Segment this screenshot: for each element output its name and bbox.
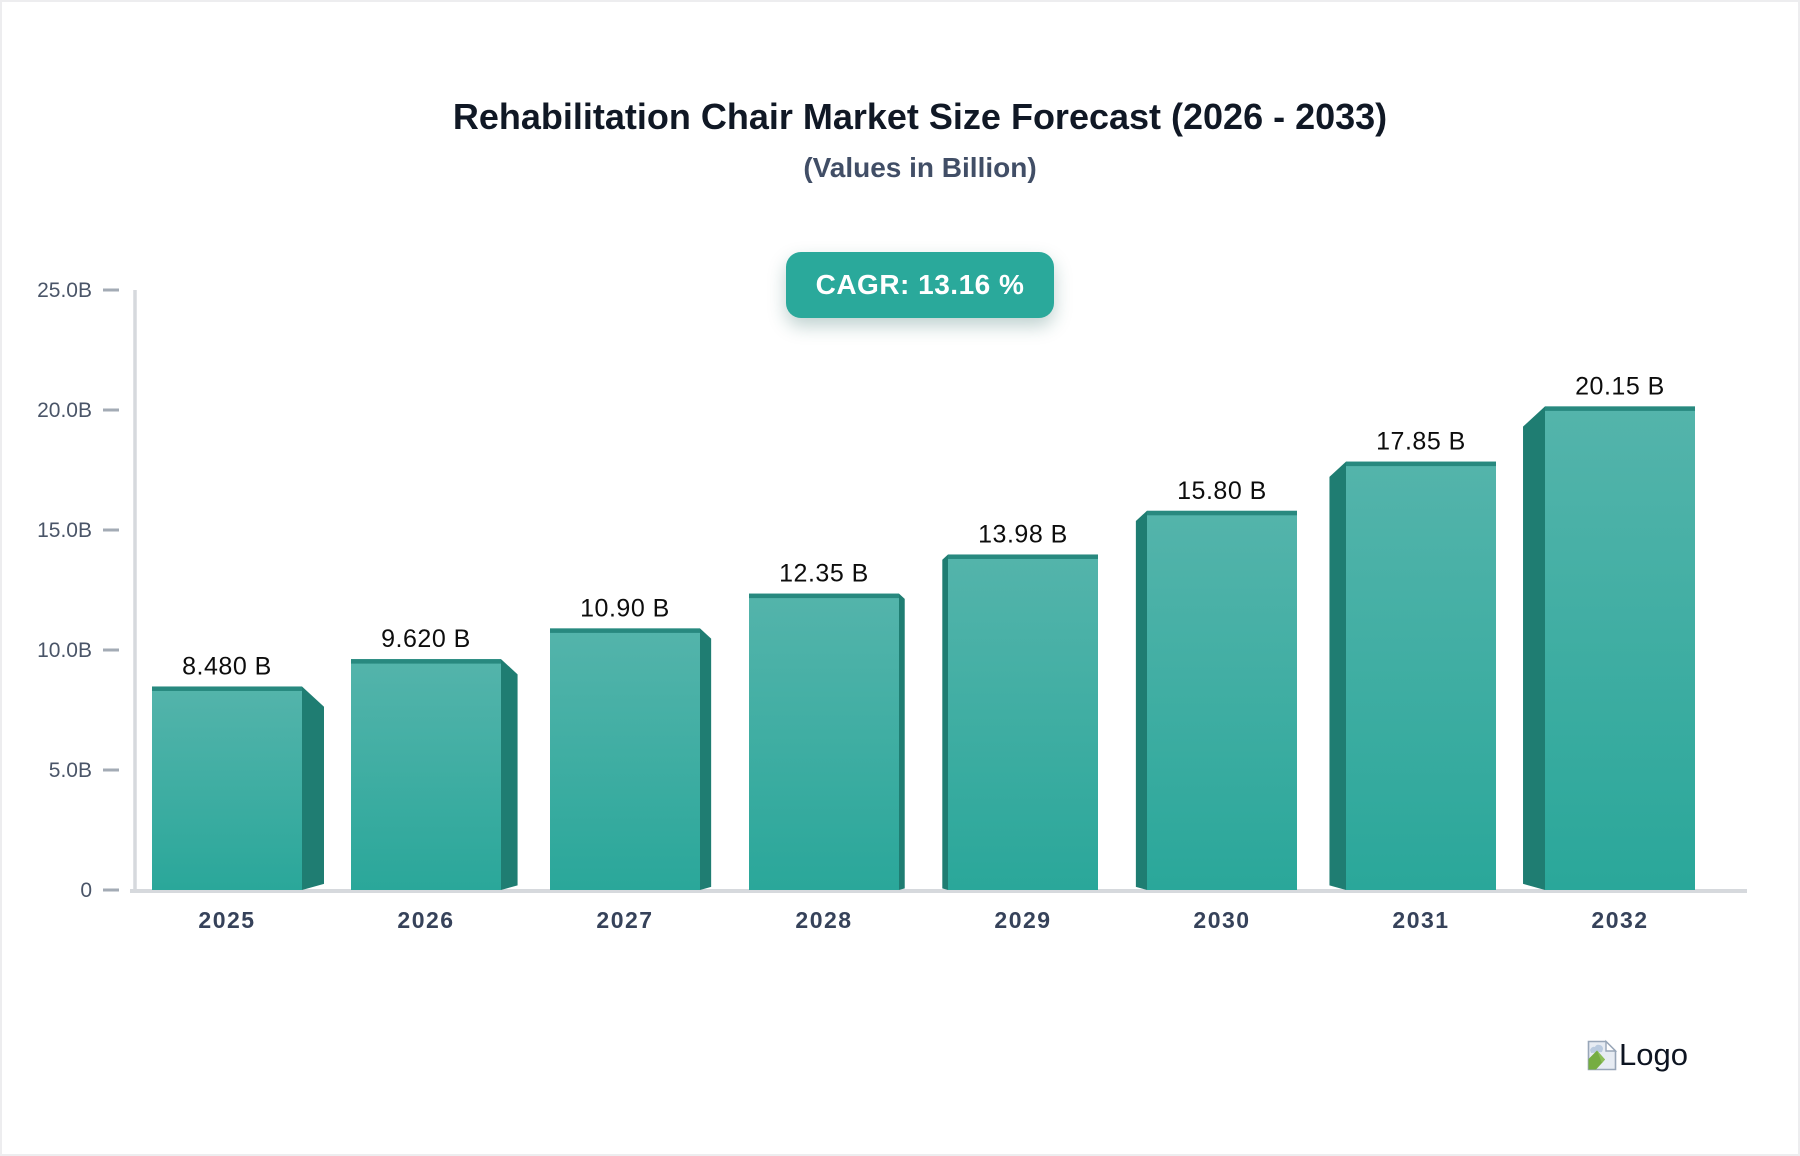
broken-image-icon: [1587, 1039, 1618, 1071]
bar-group-2027: 10.90 B 2027: [550, 594, 712, 933]
bar-side-2027: [700, 628, 712, 890]
y-tick-label-1: 5.0B: [49, 759, 92, 782]
bar-side-2025: [302, 686, 324, 890]
y-tick-label-0: 0: [80, 879, 92, 902]
bar-front-2028: [749, 593, 899, 890]
bar-group-2025: 8.480 B 2025: [152, 652, 324, 933]
x-label-2026: 2026: [397, 907, 454, 933]
x-label-2032: 2032: [1591, 907, 1648, 933]
x-label-2025: 2025: [198, 907, 255, 933]
bar-side-2032: [1523, 406, 1545, 890]
value-label-2027: 10.90 B: [580, 594, 670, 622]
bar-top-edge-2029: [948, 554, 1098, 559]
bar-front-2031: [1346, 461, 1496, 890]
bar-top-edge-2025: [152, 686, 302, 691]
y-tick-label-2: 10.0B: [37, 639, 92, 662]
bar-group-2026: 9.620 B 2026: [351, 625, 518, 933]
x-label-2028: 2028: [795, 907, 852, 933]
bar-side-2030: [1135, 510, 1147, 890]
y-tick-label-5: 25.0B: [37, 279, 92, 302]
x-label-2029: 2029: [994, 907, 1051, 933]
bar-top-edge-2032: [1545, 406, 1695, 411]
bar-group-2028: 12.35 B 2028: [749, 560, 905, 933]
y-tick-label-3: 15.0B: [37, 519, 92, 542]
x-label-2027: 2027: [596, 907, 653, 933]
logo-watermark: Logo: [1586, 1038, 1688, 1072]
x-label-2030: 2030: [1193, 907, 1250, 933]
bar-front-2029: [948, 554, 1098, 890]
bar-top-edge-2030: [1147, 510, 1297, 516]
bar-front-2025: [152, 686, 302, 890]
value-label-2028: 12.35 B: [779, 560, 869, 588]
bar-top-edge-2027: [550, 628, 700, 633]
bar-top-edge-2026: [351, 659, 501, 664]
bar-group-2032: 20.15 B 2032: [1523, 372, 1695, 933]
bar-front-2026: [351, 659, 501, 890]
bar-top-edge-2028: [749, 593, 899, 599]
y-tick-label-4: 20.0B: [37, 399, 92, 422]
value-label-2029: 13.98 B: [978, 520, 1068, 548]
bar-front-2027: [550, 628, 700, 890]
cagr-badge: CAGR: 13.16 %: [785, 252, 1055, 318]
bar-side-2028: [899, 593, 905, 890]
chart-title: Rehabilitation Chair Market Size Forecas…: [452, 96, 1388, 137]
bar-group-2030: 15.80 B 2030: [1135, 477, 1297, 933]
bar-top-edge-2031: [1346, 461, 1496, 467]
x-label-2031: 2031: [1392, 907, 1449, 933]
bar-side-2029: [942, 554, 948, 890]
bar-group-2029: 13.98 B 2029: [942, 520, 1098, 933]
chart-subtitle: (Values in Billion): [803, 152, 1037, 183]
value-label-2026: 9.620 B: [381, 625, 471, 653]
bar-side-2031: [1329, 461, 1346, 890]
bar-front-2032: [1545, 406, 1695, 890]
logo-alt-text: Logo: [1619, 1037, 1688, 1072]
bar-front-2030: [1147, 510, 1297, 890]
value-label-2032: 20.15 B: [1575, 372, 1665, 400]
value-label-2030: 15.80 B: [1177, 477, 1267, 505]
cagr-badge-row: CAGR: 13.16 %: [42, 252, 1798, 318]
value-label-2025: 8.480 B: [182, 652, 272, 680]
value-label-2031: 17.85 B: [1376, 428, 1466, 456]
bar-side-2026: [501, 659, 518, 890]
bar-group-2031: 17.85 B 2031: [1329, 428, 1496, 933]
